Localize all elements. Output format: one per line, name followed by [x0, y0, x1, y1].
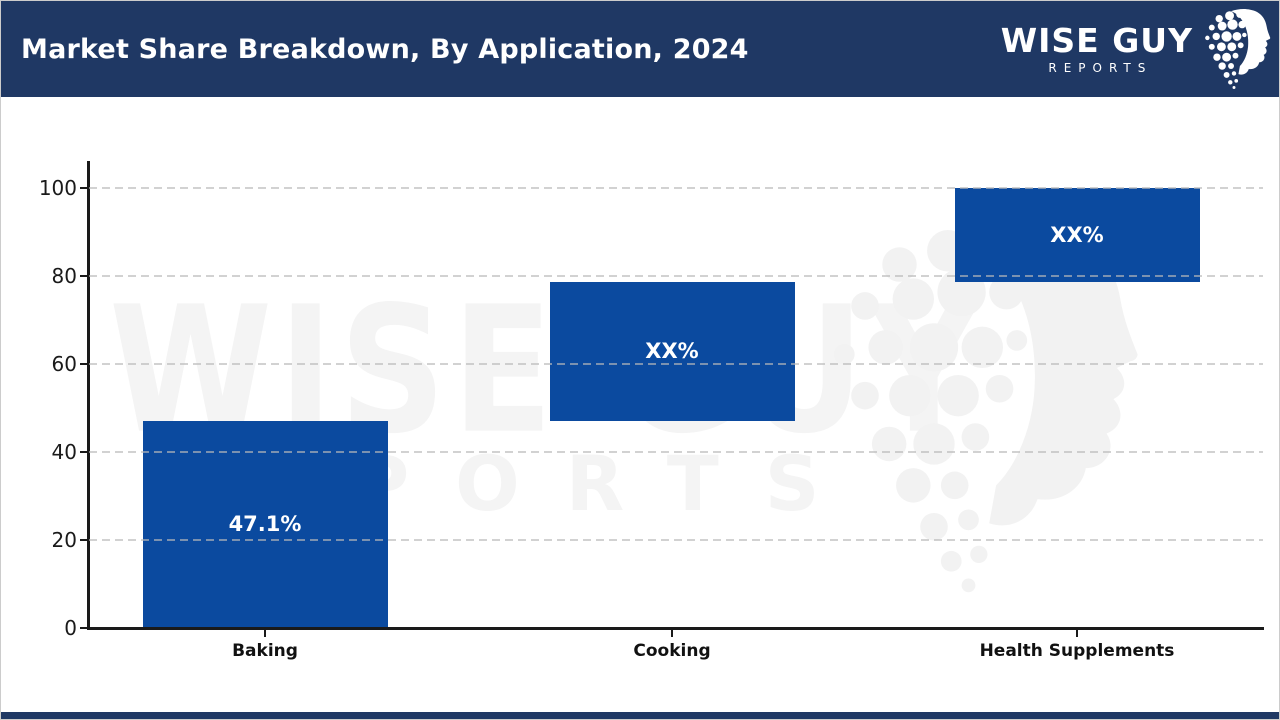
gridline-y-60 — [89, 363, 1263, 365]
y-axis-tick-mark — [80, 627, 88, 629]
x-axis-category-label-baking: Baking — [232, 641, 298, 661]
gridline-y-40 — [89, 451, 1263, 453]
x-axis-tick-mark — [1076, 630, 1078, 637]
logo-wordmark: WISE GUY — [1000, 21, 1193, 60]
y-axis-tick-label: 40 — [51, 440, 77, 464]
y-axis-tick-label: 80 — [51, 264, 77, 288]
x-axis-tick-mark — [264, 630, 266, 637]
wiseguy-head-logo-icon — [1205, 9, 1271, 89]
x-axis-category-label-cooking: Cooking — [633, 641, 711, 661]
y-axis-tick-label: 100 — [38, 176, 77, 200]
y-axis-tick-mark — [80, 451, 88, 453]
y-axis-tick-mark — [80, 275, 88, 277]
bar-value-label-cooking: XX% — [645, 339, 699, 364]
page-title: Market Share Breakdown, By Application, … — [21, 33, 749, 65]
bar-cooking — [549, 282, 795, 421]
y-axis-tick-label: 20 — [51, 528, 77, 552]
bar-value-label-baking: 47.1% — [228, 512, 302, 537]
header-band: Market Share Breakdown, By Application, … — [1, 1, 1279, 97]
y-axis-tick-mark — [80, 187, 88, 189]
wiseguy-logo: WISE GUY REPORTS — [1001, 5, 1271, 93]
gridline-y-80 — [89, 275, 1263, 277]
bar-health-supplements — [954, 188, 1200, 283]
y-axis-line — [87, 161, 90, 630]
x-axis-line — [87, 627, 1264, 630]
bar-value-label-health-supplements: XX% — [1050, 223, 1104, 248]
logo-subtext: REPORTS — [1048, 61, 1153, 75]
footer-bar — [1, 712, 1279, 719]
wiseguy-logo-text: WISE GUY REPORTS — [1000, 21, 1193, 76]
gridline-y-100 — [89, 187, 1263, 189]
y-axis-tick-label: 0 — [64, 616, 77, 640]
gridline-y-20 — [89, 539, 1263, 541]
bar-baking — [142, 420, 388, 628]
y-axis-tick-mark — [80, 363, 88, 365]
y-axis-tick-label: 60 — [51, 352, 77, 376]
x-axis-tick-mark — [671, 630, 673, 637]
x-axis-category-label-health-supplements: Health Supplements — [979, 641, 1175, 661]
y-axis-tick-mark — [80, 539, 88, 541]
